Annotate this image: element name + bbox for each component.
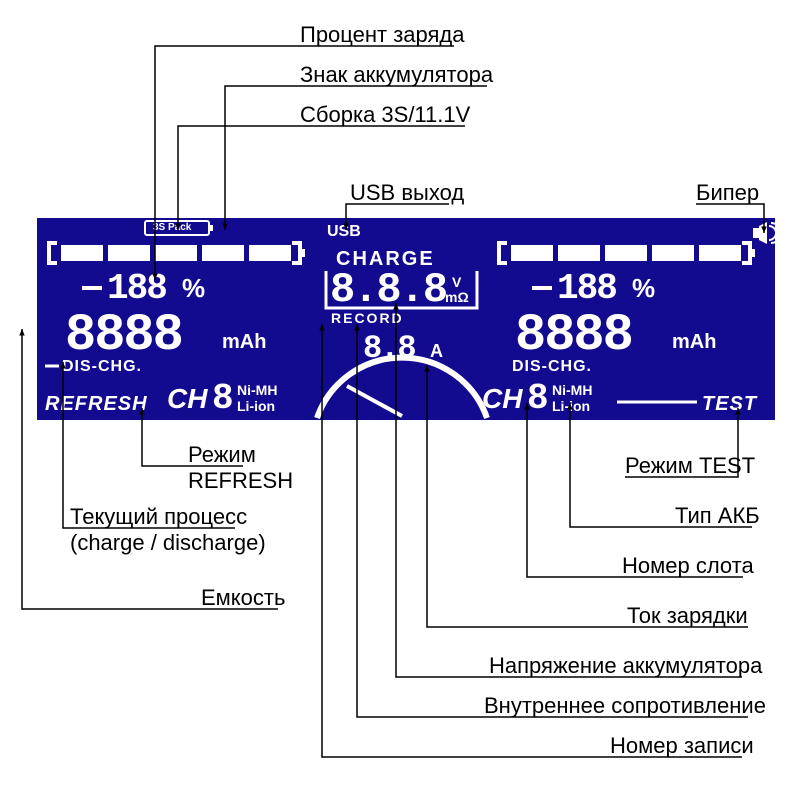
annotation-charge-current: Ток зарядки (627, 603, 748, 629)
voltage-unit-v: V (452, 274, 461, 290)
right-mah-value: 8888 (515, 306, 632, 365)
right-percent-value: 188 (557, 268, 616, 309)
right-mah-unit: mAh (672, 331, 716, 354)
right-chem1: Ni-MH (552, 382, 592, 398)
left-ch-num: 8 (212, 378, 232, 419)
annotation-pack-3s: Сборка 3S/11.1V (300, 102, 470, 128)
left-discharge-label: DIS-CHG. (62, 358, 142, 376)
pack-label: 3S Pack (153, 222, 191, 233)
annotation-batt-type: Тип АКБ (675, 503, 760, 529)
right-percent-unit: % (632, 273, 655, 304)
annotation-battery-sign: Знак аккумулятора (300, 62, 493, 88)
lcd-panel: 188 % 8888 mAh DIS-CHG. REFRESH CH 8 Ni-… (37, 218, 775, 420)
usb-label: USB (327, 223, 361, 241)
current-value: 8.8 (363, 330, 415, 367)
left-mah-value: 8888 (65, 306, 182, 365)
left-mah-unit: mAh (222, 331, 266, 354)
annotation-current-process: Текущий процесс (charge / discharge) (70, 504, 266, 557)
annotation-beeper: Бипер (696, 180, 759, 206)
left-ch-label: CH (167, 383, 207, 415)
right-discharge-label: DIS-CHG. (512, 358, 592, 376)
left-chem2: Li-ion (237, 398, 275, 414)
annotation-usb-output: USB выход (350, 180, 464, 206)
left-percent-value: 188 (107, 268, 166, 309)
annotation-mode-refresh: Режим REFRESH (188, 442, 293, 495)
record-label: RECORD (331, 310, 404, 326)
left-percent-unit: % (182, 273, 205, 304)
refresh-label: REFRESH (45, 393, 148, 416)
annotation-record-number: Номер записи (610, 733, 754, 759)
annotation-slot-number: Номер слота (622, 553, 754, 579)
current-unit: A (430, 341, 443, 362)
test-label: TEST (702, 393, 757, 416)
annotation-batt-voltage: Напряжение аккумулятора (489, 653, 762, 679)
voltage-unit-mohm: mΩ (445, 289, 469, 305)
right-ch-label: CH (482, 383, 522, 415)
annotation-percent-charge: Процент заряда (300, 22, 465, 48)
left-chem1: Ni-MH (237, 382, 277, 398)
right-ch-num: 8 (527, 378, 547, 419)
right-chem2: Li-ion (552, 398, 590, 414)
voltage-value: 8.8.8 (330, 266, 446, 314)
annotation-mode-test: Режим TEST (625, 453, 755, 479)
annotation-internal-res: Внутреннее сопротивление (484, 693, 766, 719)
annotation-capacity: Емкость (201, 585, 285, 611)
